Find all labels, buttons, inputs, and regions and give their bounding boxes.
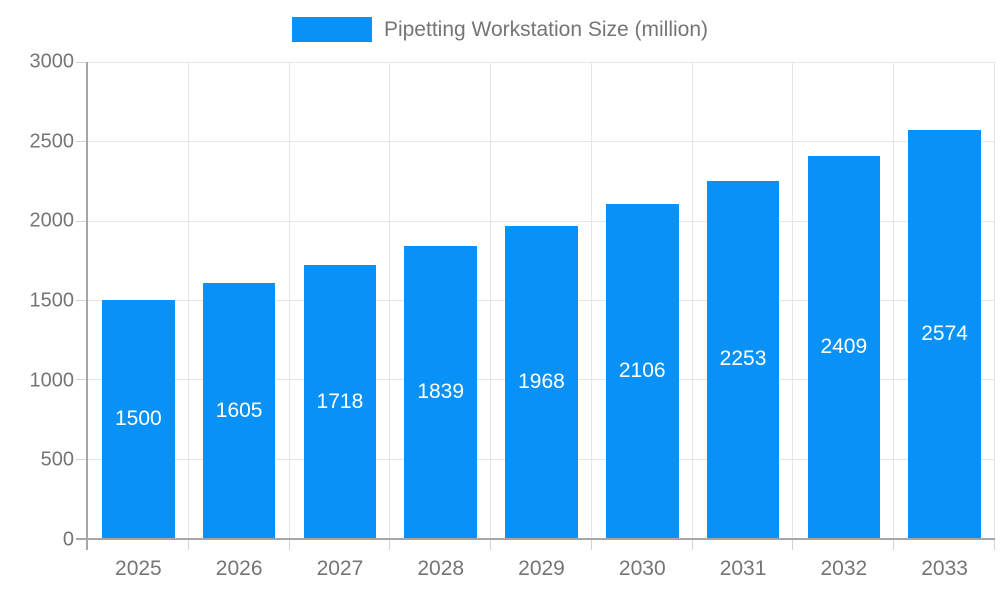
x-tick-label: 2033 [921,557,968,580]
bar-slot: 1500 [88,62,189,538]
x-tick-label: 2027 [316,557,364,580]
gridline-vertical [288,62,290,538]
bar-slot: 2253 [693,62,794,538]
y-tick-label: 0 [62,528,74,551]
legend-label: Pipetting Workstation Size (million) [383,17,709,41]
bar-slot: 2409 [793,62,894,538]
y-tick-label: 3000 [29,50,75,73]
x-axis-tick [187,540,189,550]
y-tick-label: 500 [40,448,74,471]
x-axis-tick [288,540,290,550]
x-axis-tick [994,540,995,550]
gridline-vertical [187,62,189,538]
y-tick-label: 2000 [29,209,75,232]
gridline-vertical [994,62,995,538]
gridline-horizontal [88,141,995,143]
bar[interactable]: 1718 [303,265,377,538]
x-tick-label: 2025 [115,557,162,580]
bar[interactable]: 2253 [706,180,780,538]
gridline-vertical [691,62,693,538]
bar-value-label: 2409 [820,334,868,358]
x-axis-labels: 2025 2026 2027 2028 2029 2030 2031 2032 2033 [88,557,995,587]
gridline-vertical [590,62,592,538]
y-tick-label: 1500 [29,289,75,312]
plot-area: 1500 1605 1718 1839 1968 2106 2253 2409 2574 [76,62,995,550]
bar-slot: 1605 [189,62,290,538]
x-tick-label: 2032 [820,557,868,580]
bar[interactable]: 2574 [908,129,981,538]
bar-slot: 1718 [290,62,391,538]
x-tick-label: 2030 [618,557,666,580]
x-axis-tick [893,540,895,550]
x-tick-label: 2026 [215,557,263,580]
bar[interactable]: 1839 [404,246,477,538]
y-axis-labels: 0 500 1000 1500 2000 2500 3000 [0,51,75,551]
bar-value-label: 1968 [518,369,565,393]
bar[interactable]: 1605 [202,283,276,538]
bar-slot: 2106 [592,62,693,538]
y-axis-tick [76,379,86,381]
bar[interactable]: 2106 [605,203,679,538]
bar[interactable]: 2409 [807,155,881,538]
bar-value-label: 1839 [417,380,465,404]
x-axis-tick [590,540,592,550]
bar-slot: 1839 [390,62,491,538]
x-axis-tick [490,540,492,550]
y-tick-label: 1000 [29,369,75,392]
y-axis-tick [76,62,86,63]
bar-value-label: 2253 [719,347,767,371]
gridline-vertical [792,62,794,538]
gridline-vertical [490,62,492,538]
legend-swatch [291,17,372,42]
x-tick-label: 2031 [719,557,767,580]
y-axis-tick [76,220,86,222]
gridline-vertical [389,62,391,538]
y-axis-tick [76,141,86,143]
gridline-horizontal [88,62,995,63]
y-tick-label: 2500 [29,130,75,153]
x-tick-label: 2029 [518,557,565,580]
y-axis-tick [76,538,86,539]
x-axis-tick [389,540,391,550]
bar-value-label: 1605 [215,398,263,422]
gridline-vertical [893,62,895,538]
gridline-horizontal [88,220,995,222]
x-axis-tick [691,540,693,550]
y-axis-tick [76,458,86,460]
bar-slot: 1968 [491,62,592,538]
x-axis-tick [792,540,794,550]
bar[interactable]: 1500 [102,300,175,538]
x-tick-label: 2028 [417,557,465,580]
y-axis-tick [76,300,86,301]
bar-value-label: 1500 [115,407,162,430]
bar-value-label: 2106 [618,358,666,382]
bar-value-label: 1718 [316,389,364,413]
legend[interactable]: Pipetting Workstation Size (million) [0,17,1000,42]
bar-slot: 2574 [894,62,995,538]
bar-value-label: 2574 [921,321,968,345]
bar[interactable]: 1968 [505,225,578,538]
